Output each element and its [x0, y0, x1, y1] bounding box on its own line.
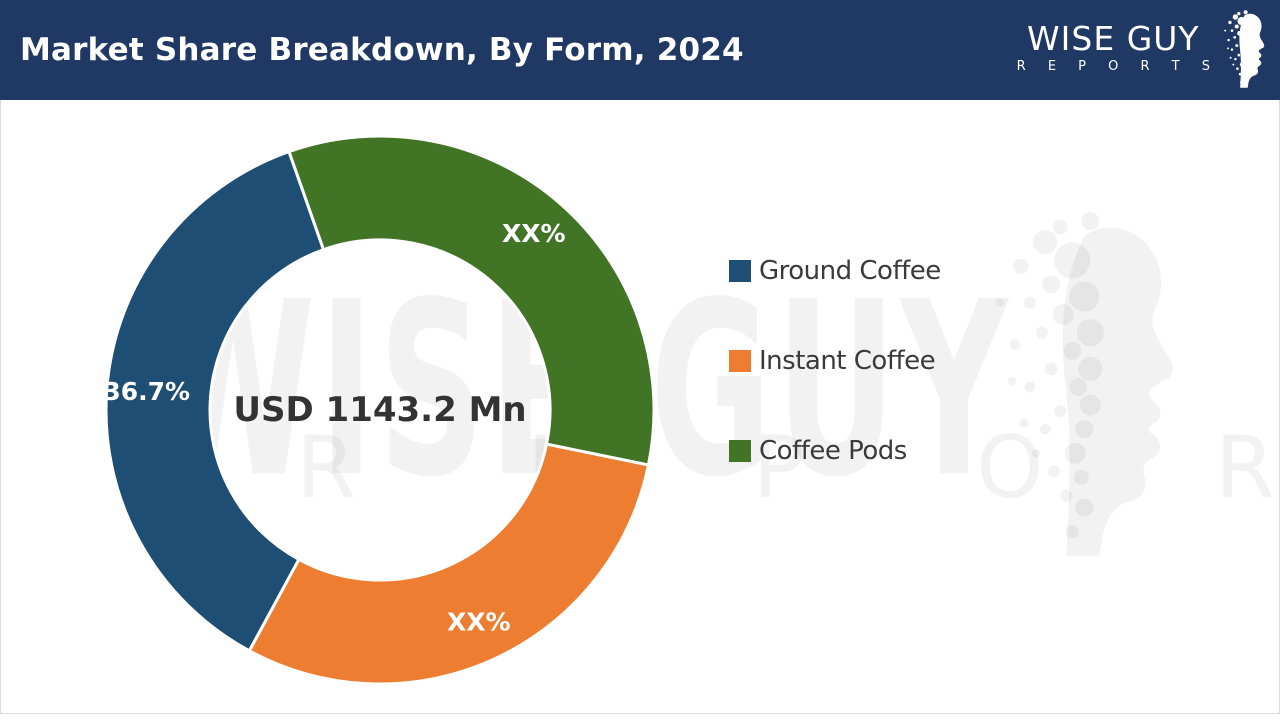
page-title: Market Share Breakdown, By Form, 2024 [20, 32, 744, 68]
chart-card: WISE GUY R E P O R T S 36.7%XX%XX% USD 1… [0, 100, 1280, 714]
chart-legend: Ground Coffee Instant Coffee Coffee Pods [729, 226, 941, 496]
logo-subtitle: R E P O R T S [1016, 58, 1219, 74]
legend-swatch-coffee-pods [729, 440, 751, 462]
donut-chart: 36.7% XX% XX% USD 1143.2 Mn [103, 134, 656, 686]
legend-swatch-instant-coffee [729, 350, 751, 372]
slice-percentage-label: XX% [502, 219, 566, 248]
slice-percentage-label: 36.7% [103, 377, 190, 406]
legend-item-instant-coffee: Instant Coffee [729, 316, 941, 406]
donut-slice [287, 134, 656, 467]
donut-slice [247, 442, 650, 686]
chart-center-value: USD 1143.2 Mn [233, 390, 526, 430]
dotted-face-profile-icon [1224, 10, 1265, 88]
header-bar: Market Share Breakdown, By Form, 2024 WI… [0, 0, 1280, 100]
donut-slice [104, 150, 326, 653]
slice-percentage-label: XX% [447, 608, 511, 637]
legend-item-ground-coffee: Ground Coffee [729, 226, 941, 316]
wise-guy-reports-logo: WISE GUY R E P O R T S [1017, 8, 1266, 92]
logo-wordmark: WISE GUY [1027, 19, 1200, 59]
legend-item-coffee-pods: Coffee Pods [729, 406, 941, 496]
legend-swatch-ground-coffee [729, 260, 751, 282]
